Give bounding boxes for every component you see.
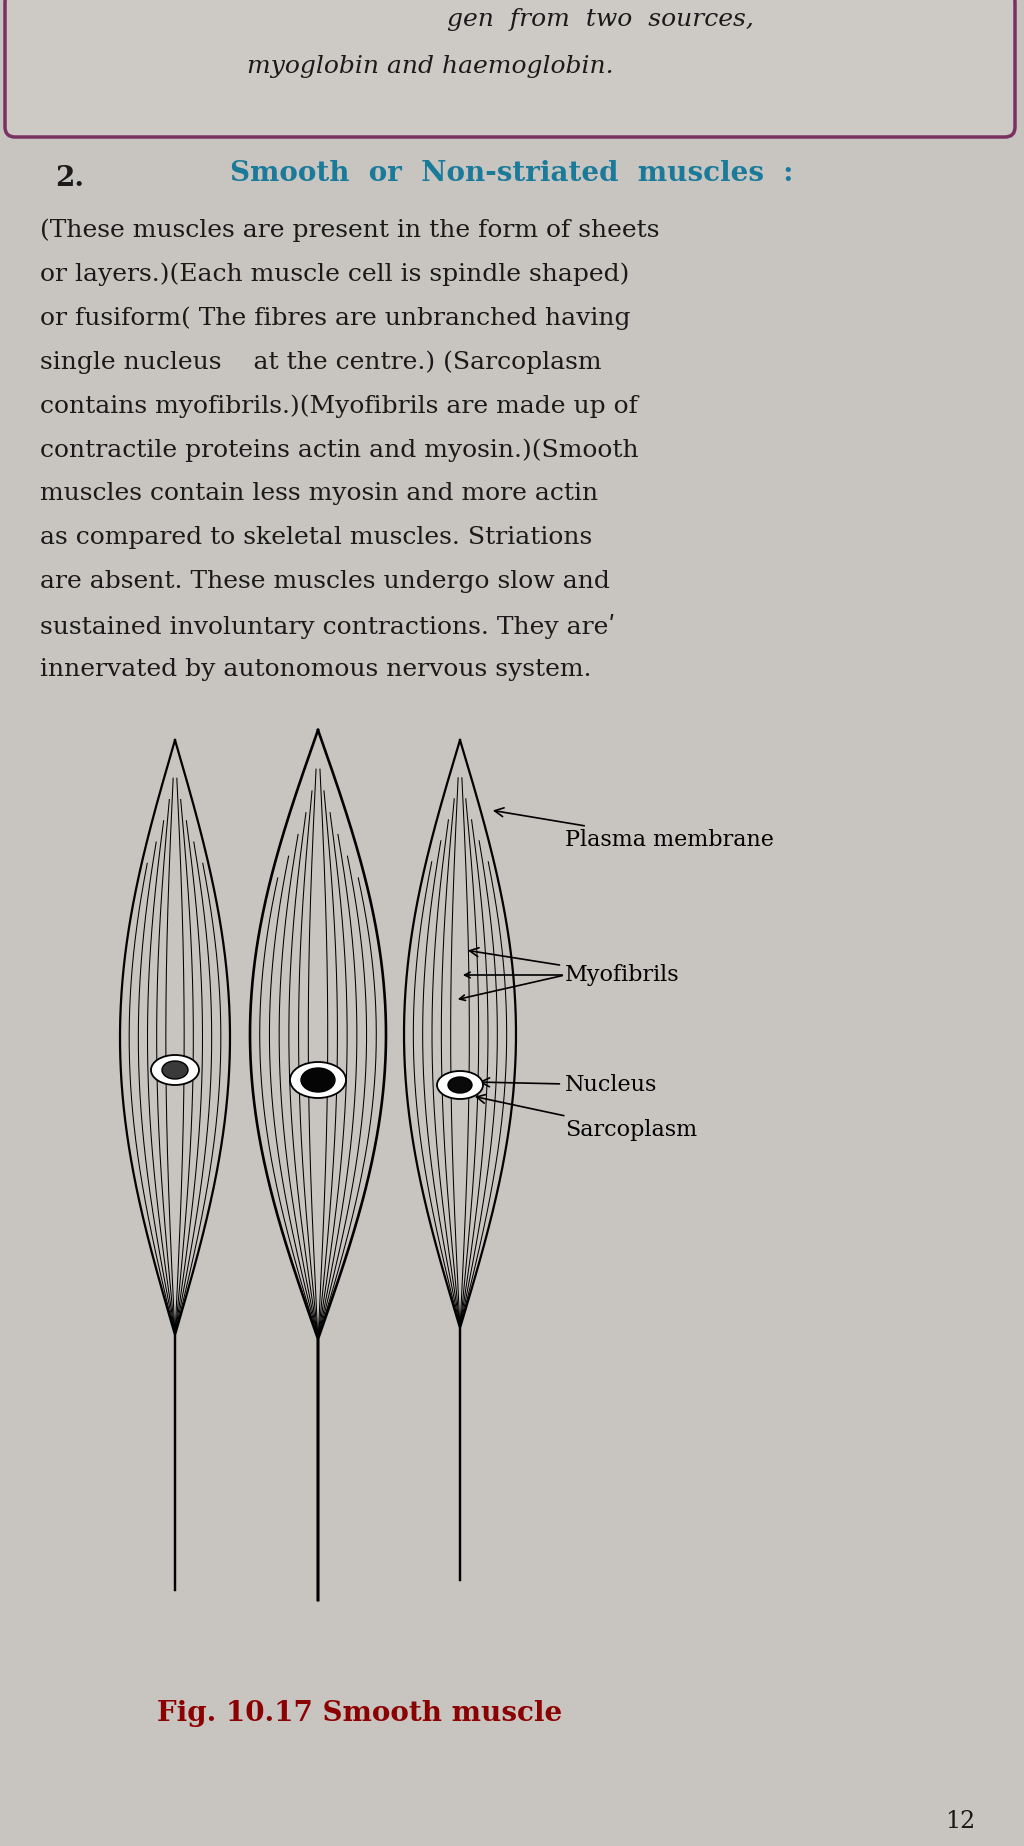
Text: 2.: 2.	[55, 164, 84, 192]
Text: single nucleus    at the centre.) (Sarcoplasm: single nucleus at the centre.) (Sarcopla…	[40, 351, 601, 373]
Text: or layers.)(Each muscle cell is spindle shaped): or layers.)(Each muscle cell is spindle …	[40, 262, 630, 286]
FancyBboxPatch shape	[5, 0, 1015, 137]
Text: contractile proteins actin and myosin.)(Smooth: contractile proteins actin and myosin.)(…	[40, 438, 639, 462]
Ellipse shape	[437, 1071, 483, 1098]
Ellipse shape	[151, 1056, 199, 1085]
Text: myoglobin and haemoglobin.: myoglobin and haemoglobin.	[247, 55, 613, 78]
Text: Fig. 10.17 Smooth muscle: Fig. 10.17 Smooth muscle	[158, 1700, 562, 1728]
Text: Myofibrils: Myofibrils	[470, 947, 680, 986]
Text: Plasma membrane: Plasma membrane	[495, 809, 774, 851]
Text: contains myofibrils.)(Myofibrils are made up of: contains myofibrils.)(Myofibrils are mad…	[40, 393, 638, 417]
Text: Nucleus: Nucleus	[480, 1074, 657, 1097]
Ellipse shape	[449, 1076, 472, 1093]
Ellipse shape	[290, 1061, 346, 1098]
Text: sustained involuntary contractions. They areʹ: sustained involuntary contractions. They…	[40, 615, 615, 639]
Text: Smooth  or  Non-striated  muscles  :: Smooth or Non-striated muscles :	[230, 161, 794, 186]
Ellipse shape	[162, 1061, 188, 1080]
Text: Sarcoplasm: Sarcoplasm	[476, 1095, 697, 1141]
Text: 12: 12	[945, 1809, 975, 1833]
Text: gen  from  two  sources,: gen from two sources,	[446, 7, 754, 31]
Text: are absent. These muscles undergo slow and: are absent. These muscles undergo slow a…	[40, 570, 610, 593]
Text: (These muscles are present in the form of sheets: (These muscles are present in the form o…	[40, 218, 659, 242]
Text: as compared to skeletal muscles. Striations: as compared to skeletal muscles. Striati…	[40, 526, 592, 548]
Text: or fusiform( The fibres are unbranched having: or fusiform( The fibres are unbranched h…	[40, 306, 631, 330]
Text: muscles contain less myosin and more actin: muscles contain less myosin and more act…	[40, 482, 598, 506]
Ellipse shape	[301, 1069, 335, 1093]
Text: innervated by autonomous nervous system.: innervated by autonomous nervous system.	[40, 657, 592, 681]
